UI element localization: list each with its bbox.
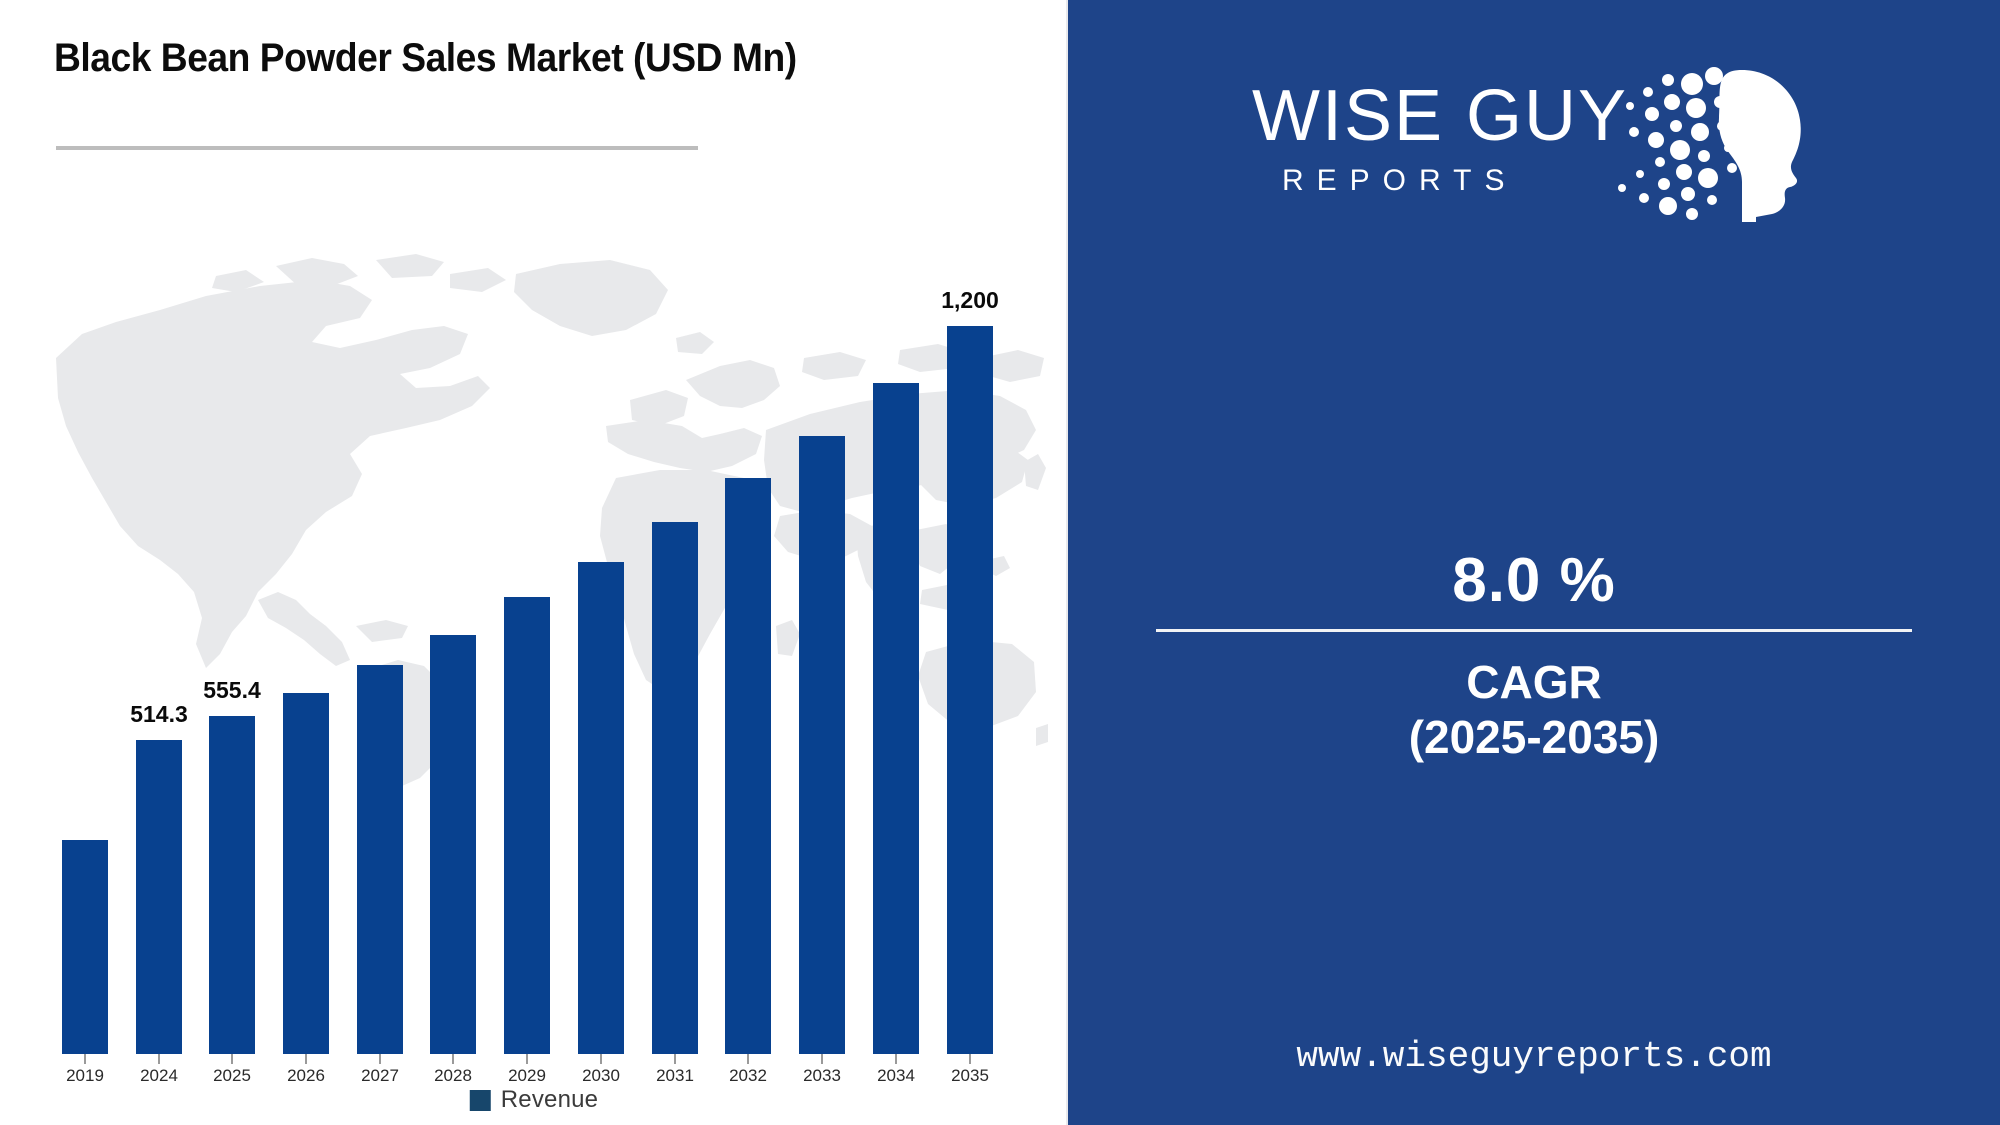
x-tick-2034 [895, 1054, 897, 1064]
x-axis-label-2027: 2027 [361, 1066, 399, 1085]
x-tick-2030 [600, 1054, 602, 1064]
bar-value-label-2024: 514.3 [130, 701, 188, 727]
x-tick-2029 [526, 1054, 528, 1064]
bar-2030[interactable] [578, 562, 624, 1054]
x-tick-2035 [969, 1054, 971, 1064]
bar-2035[interactable] [947, 326, 993, 1054]
x-tick-2025 [231, 1054, 233, 1064]
legend-label-revenue: Revenue [500, 1086, 599, 1113]
x-axis-line [0, 1054, 1068, 1055]
x-axis-label-2030: 2030 [582, 1066, 620, 1085]
title-divider [56, 146, 698, 150]
cagr-value: 8.0 % [1452, 546, 1616, 615]
x-tick-2031 [674, 1054, 676, 1064]
brand-panel: WISE GUY REPORTS [1068, 0, 2000, 1125]
chart-legend[interactable]: Revenue [469, 1086, 599, 1114]
x-axis-label-2032: 2032 [729, 1066, 767, 1085]
x-tick-2024 [158, 1054, 160, 1064]
bar-2031[interactable] [652, 522, 698, 1054]
bar-2027[interactable] [357, 665, 403, 1054]
chart-panel: Black Bean Powder Sales Market (USD Mn) [0, 36, 1068, 1114]
x-tick-2026 [305, 1054, 307, 1064]
x-axis-label-2019: 2019 [66, 1066, 104, 1085]
bar-2019[interactable] [62, 840, 108, 1054]
x-axis-label-2034: 2034 [877, 1066, 915, 1085]
svg-text:WISE GUY: WISE GUY [1252, 76, 1628, 156]
bar-2025[interactable] [209, 716, 255, 1054]
bar-2029[interactable] [504, 597, 550, 1054]
x-tick-2028 [452, 1054, 454, 1064]
bar-value-label-2025: 555.4 [203, 677, 261, 703]
x-tick-2019 [84, 1054, 86, 1064]
bar-2024[interactable] [136, 740, 182, 1054]
bar-value-label-2035: 1,200 [941, 287, 999, 313]
bar-2032[interactable] [725, 478, 771, 1054]
x-axis-label-2033: 2033 [803, 1066, 841, 1085]
bar-2028[interactable] [430, 635, 476, 1054]
bar-2026[interactable] [283, 693, 329, 1054]
x-axis-label-2031: 2031 [656, 1066, 694, 1085]
x-axis-label-2029: 2029 [508, 1066, 546, 1085]
cagr-label-line2: (2025-2035) [1408, 711, 1660, 763]
x-axis-label-2025: 2025 [213, 1066, 251, 1085]
cagr-label: CAGR (2025-2035) [1068, 655, 2000, 765]
x-tick-2033 [821, 1054, 823, 1064]
cagr-divider [1156, 629, 1912, 632]
wiseguyreports-logo: WISE GUY REPORTS [1244, 62, 1824, 222]
cagr-label-line1: CAGR [1466, 656, 1602, 708]
svg-text:REPORTS: REPORTS [1282, 164, 1517, 197]
bar-2034[interactable] [873, 383, 919, 1054]
x-tick-2027 [379, 1054, 381, 1064]
page-title: Black Bean Powder Sales Market (USD Mn) [54, 36, 797, 80]
website-url[interactable]: www.wiseguyreports.com [1296, 1036, 1772, 1077]
plot-area: 514.3 555.4 1,200 2019 2024 2025 2026 20… [0, 287, 1068, 1085]
x-axis-label-2024: 2024 [140, 1066, 178, 1085]
x-axis-label-2028: 2028 [434, 1066, 472, 1085]
x-axis-label-2035: 2035 [951, 1066, 989, 1085]
x-tick-2032 [747, 1054, 749, 1064]
bar-2033[interactable] [799, 436, 845, 1054]
legend-swatch-revenue [469, 1089, 491, 1111]
x-axis-label-2026: 2026 [287, 1066, 325, 1085]
panel-divider [1066, 0, 1068, 1125]
